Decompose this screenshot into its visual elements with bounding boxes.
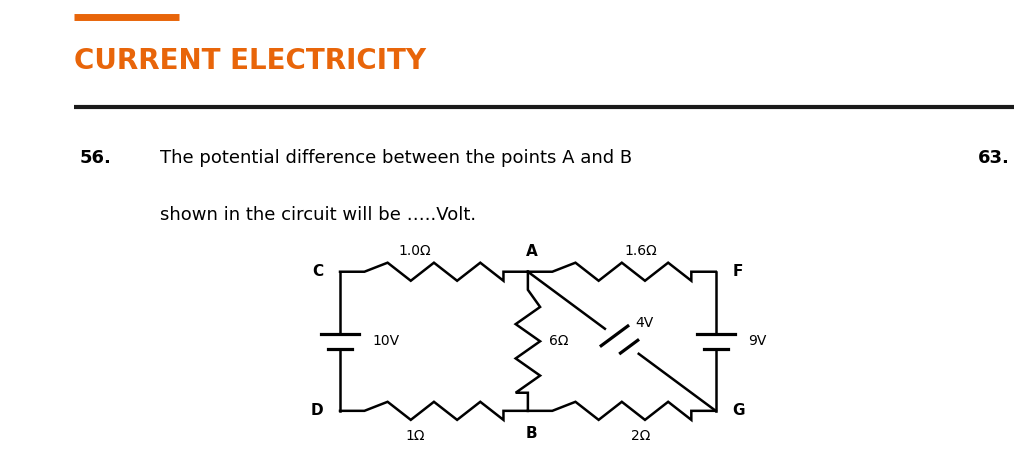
Text: 9V: 9V	[748, 334, 766, 348]
Text: 2Ω: 2Ω	[631, 429, 650, 443]
Text: 1Ω: 1Ω	[406, 429, 425, 443]
Text: G: G	[732, 403, 745, 419]
Text: 6Ω: 6Ω	[549, 334, 568, 348]
Text: B: B	[525, 426, 538, 441]
Text: A: A	[525, 244, 538, 259]
Text: F: F	[732, 264, 743, 279]
Text: 10V: 10V	[372, 334, 399, 348]
Text: 56.: 56.	[79, 149, 111, 167]
Text: shown in the circuit will be …..Volt.: shown in the circuit will be …..Volt.	[161, 206, 476, 224]
Text: CURRENT ELECTRICITY: CURRENT ELECTRICITY	[75, 47, 427, 75]
Text: 1.6Ω: 1.6Ω	[625, 244, 657, 258]
Text: 63.: 63.	[978, 149, 1010, 167]
Text: 1.0Ω: 1.0Ω	[398, 244, 431, 258]
Text: C: C	[312, 264, 324, 279]
Text: 4V: 4V	[635, 316, 653, 330]
Text: D: D	[310, 403, 324, 419]
Text: The potential difference between the points A and B: The potential difference between the poi…	[161, 149, 633, 167]
